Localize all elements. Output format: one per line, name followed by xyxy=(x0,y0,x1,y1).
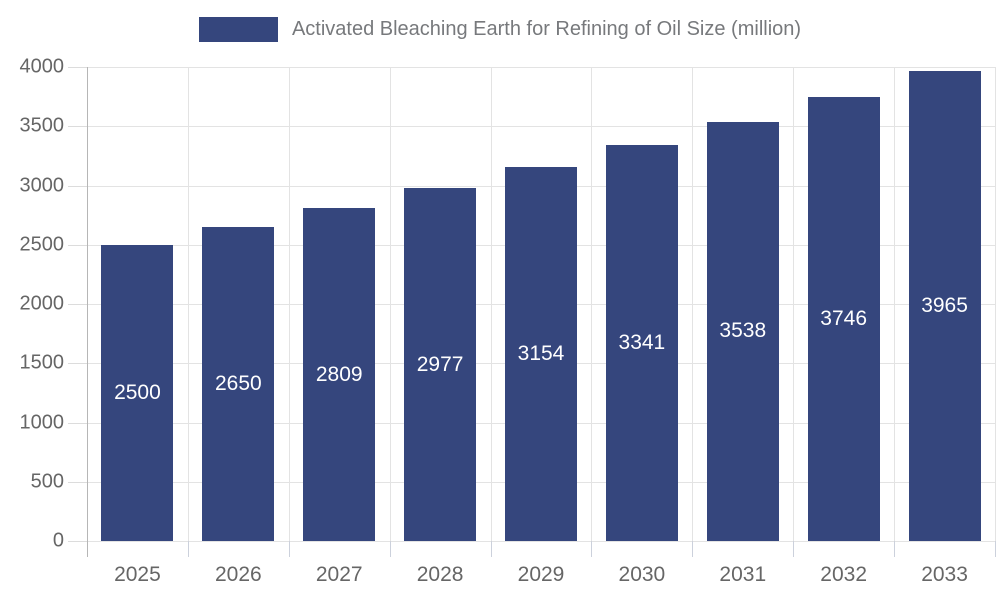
x-axis-tick-label: 2030 xyxy=(618,563,666,586)
bar-2026[interactable] xyxy=(202,226,275,541)
y-axis-tick-label: 3000 xyxy=(19,174,65,196)
x-axis-tick-label: 2028 xyxy=(416,563,464,586)
x-gridline xyxy=(692,67,694,541)
y-tick-mark xyxy=(68,422,87,424)
x-axis-tick-label: 2032 xyxy=(820,563,868,586)
x-axis-tick-label: 2025 xyxy=(114,563,161,586)
bar-2029[interactable] xyxy=(505,167,577,541)
y-tick-mark xyxy=(68,363,87,365)
x-tick-mark xyxy=(894,541,896,557)
y-gridline xyxy=(87,541,995,542)
bar-2025[interactable] xyxy=(101,244,174,541)
x-gridline xyxy=(591,67,593,541)
y-tick-mark xyxy=(68,304,87,305)
bar-value-label: 2977 xyxy=(416,352,464,376)
x-gridline xyxy=(995,67,996,541)
y-gridline xyxy=(87,67,995,68)
y-axis-tick-label: 3500 xyxy=(19,114,65,137)
x-axis-tick-label: 2031 xyxy=(719,563,767,586)
y-axis-tick-label: 2000 xyxy=(19,292,65,315)
bar-value-label: 3746 xyxy=(820,307,868,331)
x-gridline xyxy=(288,67,290,541)
y-axis-tick-label: 2500 xyxy=(19,233,65,256)
bar-value-label: 2500 xyxy=(114,380,161,404)
y-axis-tick-label: 500 xyxy=(30,470,64,493)
y-tick-mark xyxy=(68,244,87,246)
bar-2031[interactable] xyxy=(706,121,779,541)
bar-value-label: 3538 xyxy=(719,319,767,343)
y-axis-tick-label: 1500 xyxy=(19,351,65,374)
y-axis-tick-label: 1000 xyxy=(19,411,65,433)
x-gridline xyxy=(894,67,896,541)
y-tick-mark xyxy=(68,126,87,128)
bar-value-label: 2650 xyxy=(214,371,262,395)
x-tick-mark xyxy=(389,541,391,557)
x-gridline xyxy=(793,67,795,541)
legend-label: Activated Bleaching Earth for Refining o… xyxy=(291,18,802,40)
bar-value-label: 2809 xyxy=(315,362,363,386)
legend-item[interactable]: Activated Bleaching Earth for Refining o… xyxy=(0,17,1000,42)
y-tick-mark xyxy=(68,67,87,68)
bar-2027[interactable] xyxy=(303,208,376,541)
x-gridline xyxy=(389,67,391,541)
legend-swatch xyxy=(198,17,278,42)
x-gridline xyxy=(490,67,492,541)
y-gridline xyxy=(87,126,995,128)
y-tick-mark xyxy=(68,185,87,187)
bar-value-label: 3965 xyxy=(921,294,968,318)
x-tick-mark xyxy=(288,541,290,557)
y-axis-tick-label: 0 xyxy=(52,529,64,552)
bar-2033[interactable] xyxy=(908,71,981,541)
x-tick-mark xyxy=(995,541,996,557)
bar-value-label: 3154 xyxy=(517,342,565,366)
x-axis-tick-label: 2026 xyxy=(214,563,262,586)
bar-value-label: 3341 xyxy=(618,331,666,355)
x-axis-tick-label: 2027 xyxy=(315,563,363,586)
bar-2032[interactable] xyxy=(807,97,880,541)
y-tick-mark xyxy=(68,541,87,542)
x-tick-mark xyxy=(187,541,189,557)
bar-2028[interactable] xyxy=(404,188,477,541)
bar-2030[interactable] xyxy=(605,145,678,541)
x-gridline xyxy=(187,67,189,541)
x-axis-tick-label: 2029 xyxy=(517,563,565,586)
x-tick-mark xyxy=(692,541,694,557)
y-tick-mark xyxy=(68,481,87,483)
y-axis-line xyxy=(87,67,88,541)
x-tick-mark xyxy=(87,541,88,557)
x-axis-tick-label: 2033 xyxy=(921,563,968,586)
y-axis-tick-label: 4000 xyxy=(19,55,65,78)
x-tick-mark xyxy=(490,541,492,557)
x-tick-mark xyxy=(793,541,795,557)
x-tick-mark xyxy=(591,541,593,557)
